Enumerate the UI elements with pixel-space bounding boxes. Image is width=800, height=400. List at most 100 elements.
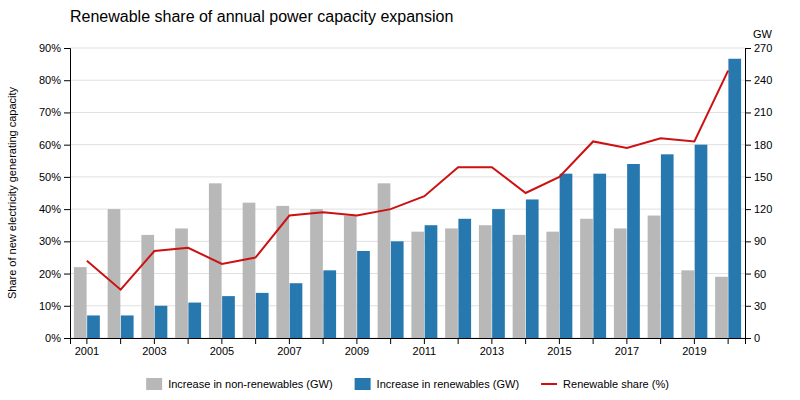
tick-mark (64, 306, 70, 307)
tick-label: 90% (39, 42, 61, 54)
legend-label: Increase in non-renewables (GW) (168, 378, 332, 390)
legend-item: Increase in renewables (GW) (355, 378, 519, 390)
tick-label: 2017 (615, 345, 639, 357)
tick: 2007 (277, 338, 301, 357)
bar (526, 199, 539, 338)
tick-mark (745, 112, 751, 113)
tick-label: 60 (754, 268, 766, 280)
tick-label: 2003 (142, 345, 166, 357)
grid-line (70, 176, 745, 177)
legend-item: Increase in non-renewables (GW) (146, 378, 332, 390)
bar (344, 216, 357, 338)
tick (188, 338, 189, 344)
tick-mark (745, 274, 751, 275)
tick-label: 40% (39, 203, 61, 215)
legend-swatch (541, 383, 557, 385)
bar (715, 277, 728, 338)
plot: 0%10%20%30%40%50%60%70%80%90%03060901201… (39, 42, 772, 357)
tick: 0 (745, 332, 760, 344)
tick: 2013 (480, 338, 504, 357)
tick: 70% (39, 106, 70, 118)
tick-mark (745, 80, 751, 81)
tick: 2001 (75, 338, 99, 357)
tick-label: 2015 (547, 345, 571, 357)
grid-line (70, 48, 745, 49)
tick: 10% (39, 300, 70, 312)
y-axis-title: Share of new electricity generating capa… (6, 86, 18, 299)
tick-mark (424, 338, 425, 344)
tick-mark (64, 145, 70, 146)
marks (74, 59, 741, 338)
bar (188, 303, 201, 338)
axis-line (71, 339, 746, 345)
tick: 210 (745, 106, 772, 118)
grid-line (70, 209, 745, 210)
tick-label: 2019 (682, 345, 706, 357)
line (87, 71, 728, 290)
bar (492, 209, 505, 338)
tick-mark (390, 338, 391, 344)
y-axis-left: 0%10%20%30%40%50%60%70%80%90% (39, 42, 71, 344)
tick-label: 270 (754, 42, 772, 54)
bar (243, 203, 256, 338)
legend-swatch (146, 378, 162, 390)
tick (660, 338, 661, 344)
bar (378, 183, 391, 338)
tick-label: 80% (39, 74, 61, 86)
tick: 2015 (547, 338, 571, 357)
tick (525, 338, 526, 344)
tick: 0% (45, 332, 70, 344)
bar (175, 228, 188, 338)
tick-label: 210 (754, 106, 772, 118)
grid-line (70, 112, 745, 113)
tick-mark (660, 338, 661, 344)
tick (323, 338, 324, 344)
bar (648, 216, 661, 338)
tick-mark (593, 338, 594, 344)
bar (141, 235, 154, 338)
tick (255, 338, 256, 344)
tick-mark (64, 209, 70, 210)
tick-mark (86, 338, 87, 344)
tick-label: 2009 (345, 345, 369, 357)
tick-mark (491, 338, 492, 344)
tick: 2019 (682, 338, 706, 357)
tick: 2003 (142, 338, 166, 357)
tick-mark (64, 274, 70, 275)
tick-label: 90 (754, 235, 766, 247)
bar (458, 219, 471, 338)
bar (445, 228, 458, 338)
bar (391, 241, 404, 338)
tick-mark (728, 338, 729, 344)
tick-mark (525, 338, 526, 344)
tick: 50% (39, 171, 70, 183)
tick: 20% (39, 268, 70, 280)
tick-label: 150 (754, 171, 772, 183)
tick-label: 60% (39, 139, 61, 151)
y-axis-right: 0306090120150180210240270 (745, 42, 772, 344)
tick-mark (154, 338, 155, 344)
grid-line (70, 80, 745, 81)
tick: 60 (745, 268, 766, 280)
tick-mark (356, 338, 357, 344)
bar (108, 209, 121, 338)
bar (310, 209, 323, 338)
tick-mark (559, 338, 560, 344)
tick-mark (323, 338, 324, 344)
bar (479, 225, 492, 338)
tick-label: 2013 (480, 345, 504, 357)
tick: 120 (745, 203, 772, 215)
legend-label: Increase in renewables (GW) (377, 378, 519, 390)
tick-label: 2001 (75, 345, 99, 357)
axis-line (746, 49, 752, 339)
legend-label: Renewable share (%) (563, 378, 669, 390)
axis-line (64, 49, 71, 339)
bar (411, 232, 424, 338)
bar (627, 164, 640, 338)
tick-label: 30 (754, 300, 766, 312)
tick-mark (221, 338, 222, 344)
bar (695, 145, 708, 338)
bar (222, 296, 235, 338)
tick-label: 10% (39, 300, 61, 312)
bar (425, 225, 438, 338)
